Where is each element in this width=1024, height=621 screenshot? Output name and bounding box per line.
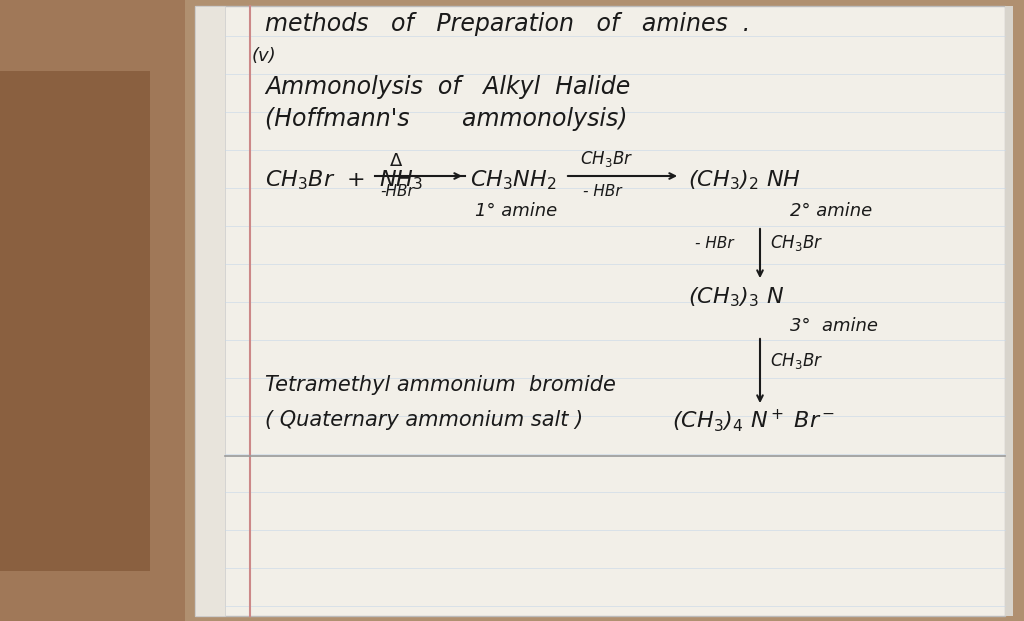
Text: (CH$_3$)$_2$ NH: (CH$_3$)$_2$ NH: [688, 168, 801, 192]
Text: (CH$_3$)$_3$ N: (CH$_3$)$_3$ N: [688, 285, 784, 309]
Bar: [195, 6, 225, 616]
Text: ( Quaternary ammonium salt ): ( Quaternary ammonium salt ): [265, 410, 583, 430]
Bar: [0, 0, 185, 621]
Text: Ammonolysis  of   Alkyl  Halide: Ammonolysis of Alkyl Halide: [265, 75, 630, 99]
Bar: [195, 6, 1005, 616]
Text: Tetramethyl ammonium  bromide: Tetramethyl ammonium bromide: [265, 375, 615, 395]
Text: 2° amine: 2° amine: [790, 202, 872, 220]
Text: CH$_3$NH$_2$: CH$_3$NH$_2$: [470, 168, 557, 192]
Text: methods   of   Preparation   of   amines  .: methods of Preparation of amines .: [265, 12, 751, 36]
Text: - HBr: - HBr: [695, 236, 733, 251]
Text: - HBr: - HBr: [583, 184, 622, 199]
Text: CH$_3$Br: CH$_3$Br: [770, 233, 823, 253]
Text: -HBr: -HBr: [380, 184, 414, 199]
Text: (Hoffmann's       ammonolysis): (Hoffmann's ammonolysis): [265, 107, 628, 131]
Text: CH$_3$Br: CH$_3$Br: [580, 149, 633, 169]
Text: Δ: Δ: [390, 152, 402, 170]
Text: 3°  amine: 3° amine: [790, 317, 878, 335]
Text: 1° amine: 1° amine: [475, 202, 557, 220]
Bar: [1005, 6, 1013, 616]
Text: (v): (v): [252, 47, 276, 65]
Text: CH$_3$Br  +  NH$_3$: CH$_3$Br + NH$_3$: [265, 168, 423, 192]
Text: CH$_3$Br: CH$_3$Br: [770, 351, 823, 371]
Text: (CH$_3$)$_4$ N$^+$ Br$^-$: (CH$_3$)$_4$ N$^+$ Br$^-$: [672, 407, 835, 435]
Bar: [0, 71, 150, 571]
